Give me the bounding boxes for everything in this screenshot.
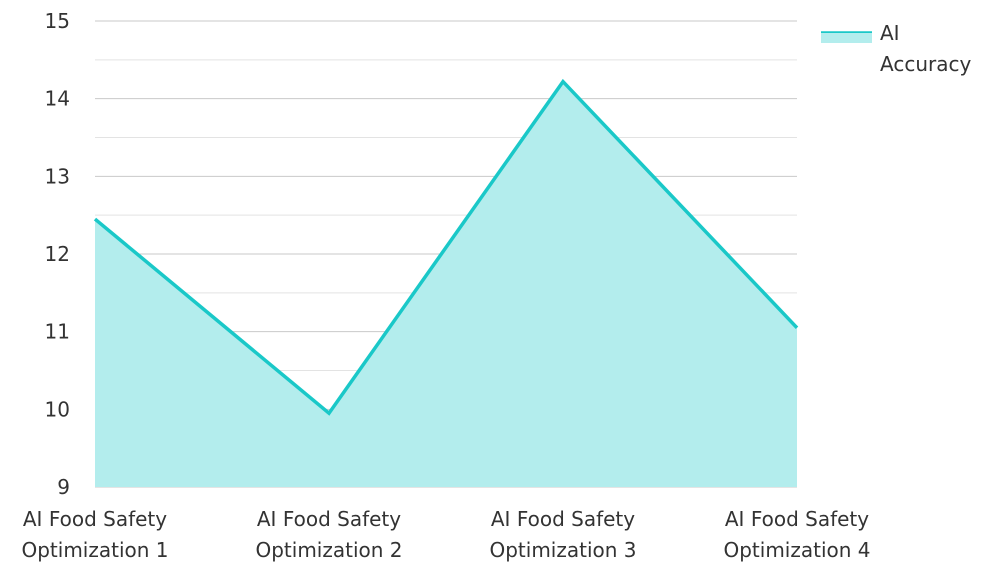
y-tick-label: 15 bbox=[45, 9, 70, 33]
x-tick-label-3: AI Food Safety Optimization 3 bbox=[489, 507, 636, 562]
series-line-group bbox=[93, 78, 799, 416]
series-line bbox=[93, 78, 799, 416]
x-tick-label-line: AI Food Safety bbox=[23, 507, 167, 531]
legend: AI Accuracy bbox=[821, 21, 971, 76]
y-tick-label: 10 bbox=[45, 397, 70, 421]
x-tick-label-4: AI Food Safety Optimization 4 bbox=[723, 507, 870, 562]
legend-swatch-fill bbox=[821, 33, 872, 43]
series-area-fill bbox=[95, 81, 797, 487]
y-tick-label: 9 bbox=[57, 475, 70, 499]
legend-label-line: AI bbox=[880, 21, 900, 45]
legend-label-line: Accuracy bbox=[880, 52, 971, 76]
x-tick-label-line: Optimization 1 bbox=[21, 538, 168, 562]
x-tick-label-line: AI Food Safety bbox=[491, 507, 635, 531]
x-tick-label-line: Optimization 2 bbox=[255, 538, 402, 562]
y-tick-label: 12 bbox=[45, 242, 70, 266]
legend-label: AI Accuracy bbox=[880, 21, 971, 76]
y-tick-label: 13 bbox=[45, 164, 70, 188]
y-tick-label: 11 bbox=[45, 320, 70, 344]
y-tick-label: 14 bbox=[45, 87, 70, 111]
x-tick-label-2: AI Food Safety Optimization 2 bbox=[255, 507, 402, 562]
x-tick-label-line: Optimization 3 bbox=[489, 538, 636, 562]
y-axis-ticks: 9 10 11 12 13 14 15 bbox=[45, 9, 70, 499]
x-tick-label-line: AI Food Safety bbox=[257, 507, 401, 531]
x-tick-label-1: AI Food Safety Optimization 1 bbox=[21, 507, 168, 562]
series-area-group bbox=[95, 81, 797, 487]
x-tick-label-line: Optimization 4 bbox=[723, 538, 870, 562]
x-tick-label-line: AI Food Safety bbox=[725, 507, 869, 531]
x-axis-ticks: AI Food Safety Optimization 1AI Food Safe… bbox=[21, 507, 870, 562]
